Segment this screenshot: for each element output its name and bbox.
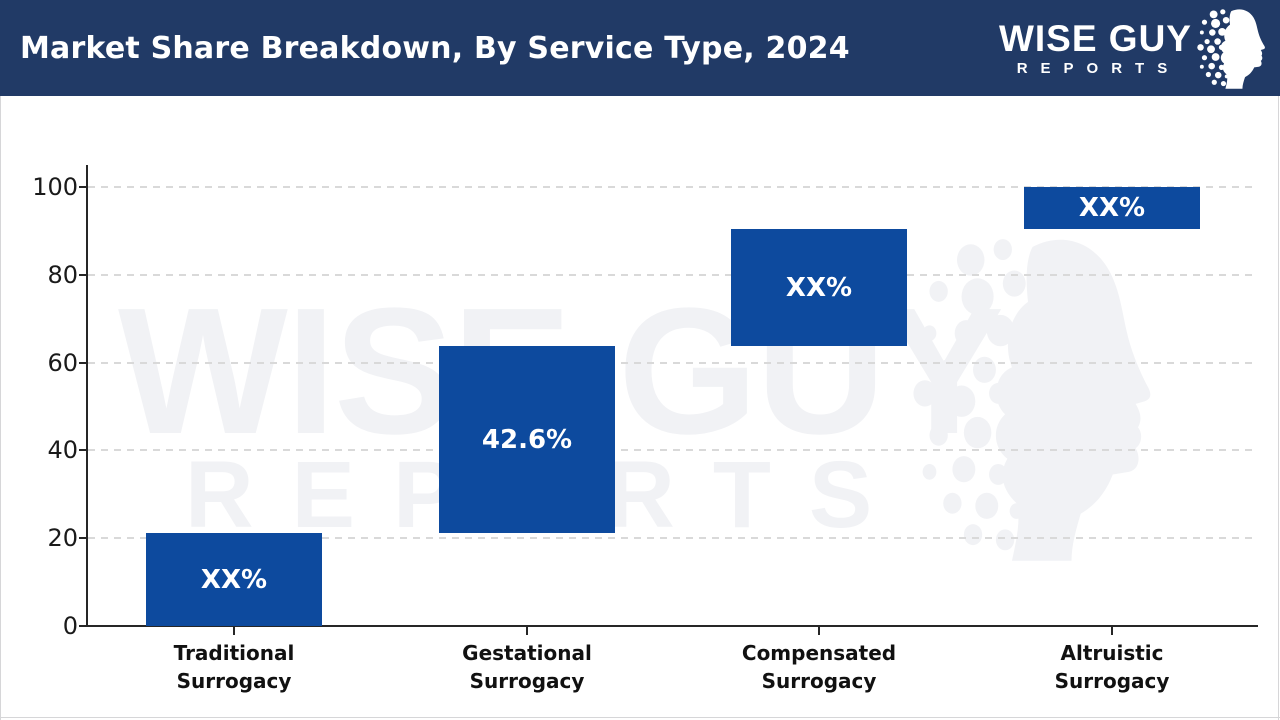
y-tick-40 [79, 449, 88, 452]
frame-bottom-border [0, 717, 1280, 718]
x-tick-2 [526, 626, 528, 635]
category-label-4: Altruistic Surrogacy [966, 639, 1258, 696]
bar-4: XX% [1024, 187, 1200, 229]
y-tick-label-40: 40 [47, 436, 78, 465]
y-tick-label-20: 20 [47, 524, 78, 553]
y-tick-100 [79, 186, 88, 188]
bar-1: XX% [146, 533, 322, 626]
brand-logo-text: WISE GUY REPORTS [999, 20, 1192, 76]
y-tick-60 [79, 361, 88, 364]
category-label-line: Altruistic [1060, 641, 1164, 665]
bar-value-label: XX% [785, 272, 853, 303]
gridline-60 [88, 361, 1258, 364]
gridline-20 [88, 537, 1258, 540]
y-axis-line [86, 165, 88, 627]
gridline-100 [88, 186, 1258, 188]
bar-3: XX% [731, 229, 907, 346]
bar-value-label: XX% [1078, 193, 1146, 223]
y-tick-80 [79, 273, 88, 276]
bar-value-label: XX% [200, 564, 268, 595]
category-label-line: Surrogacy [1054, 669, 1170, 694]
header-band: Market Share Breakdown, By Service Type,… [0, 0, 1280, 96]
bar-2: 42.6% [439, 346, 615, 533]
page-title: Market Share Breakdown, By Service Type,… [20, 30, 850, 66]
x-tick-4 [1111, 626, 1113, 635]
y-tick-0 [79, 625, 88, 627]
gridline-80 [88, 273, 1258, 276]
bar-value-label: 42.6% [481, 424, 573, 455]
category-label-line: Compensated [741, 641, 897, 665]
y-tick-label-0: 0 [62, 612, 78, 640]
category-label-3: Compensated Surrogacy [673, 639, 965, 696]
category-label-2: Gestational Surrogacy [381, 639, 673, 696]
y-tick-label-100: 100 [32, 173, 78, 201]
category-label-line: Surrogacy [176, 669, 292, 694]
category-label-1: Traditional Surrogacy [88, 639, 380, 696]
x-tick-3 [818, 626, 820, 635]
category-label-line: Surrogacy [761, 669, 877, 694]
frame-right-border [1278, 96, 1279, 720]
x-tick-1 [233, 626, 235, 635]
y-tick-20 [79, 537, 88, 540]
gridline-40 [88, 449, 1258, 452]
brand-name: WISE GUY [998, 18, 1192, 59]
y-tick-label-80: 80 [47, 260, 78, 289]
frame-left-border [0, 96, 1, 720]
brand-subname: REPORTS [1016, 60, 1181, 77]
x-axis-line [86, 625, 1258, 627]
brand-logo: WISE GUY REPORTS [999, 6, 1266, 90]
category-label-line: Traditional [173, 641, 295, 665]
y-tick-label-60: 60 [47, 348, 78, 377]
category-label-line: Gestational [462, 641, 592, 665]
category-label-line: Surrogacy [469, 669, 585, 694]
